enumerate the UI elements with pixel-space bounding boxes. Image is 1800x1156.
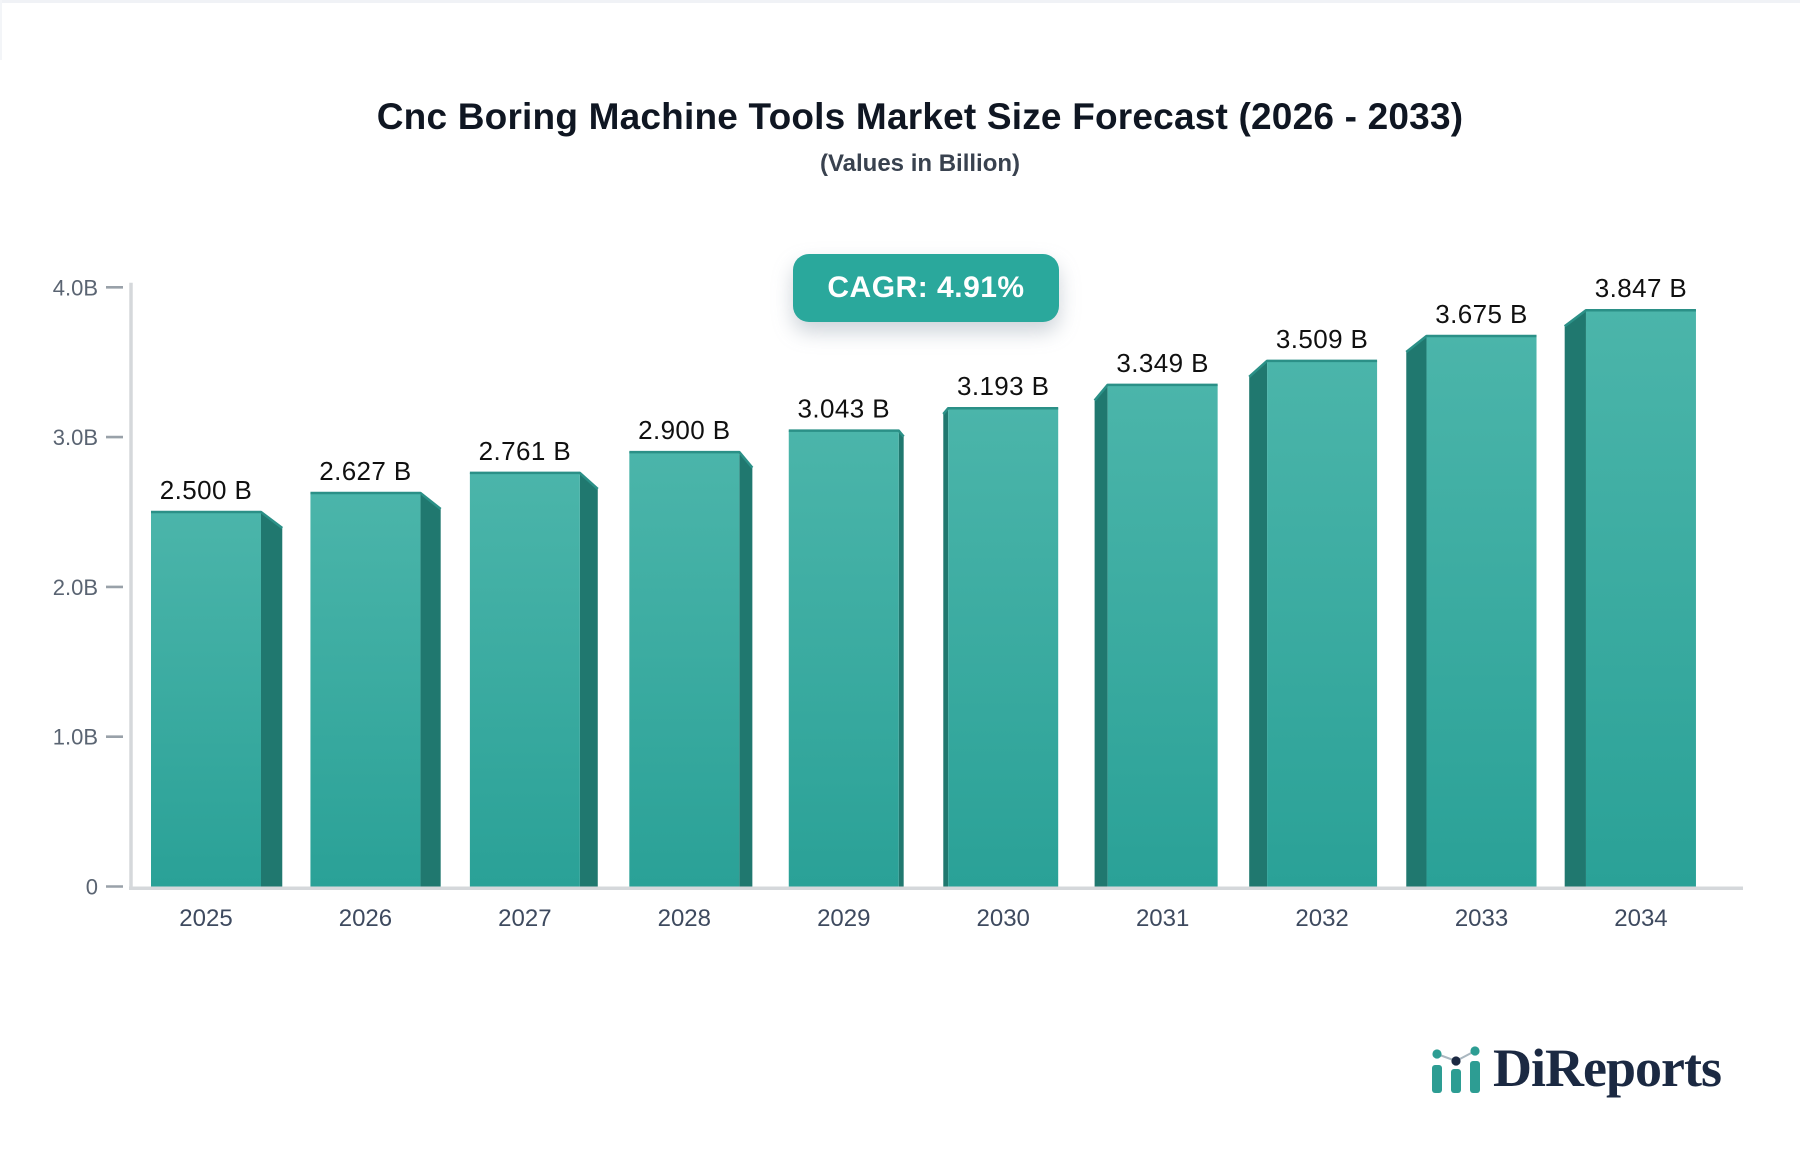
page-top-edge — [0, 0, 1800, 3]
bar-2032: 3.509 B — [1248, 324, 1378, 887]
page-left-edge — [0, 0, 2, 60]
x-axis-label-2032: 2032 — [1295, 905, 1348, 932]
x-axis-label-2026: 2026 — [339, 905, 392, 932]
chart-subtitle: (Values in Billion) — [819, 150, 1021, 177]
y-axis-tick-0: 0 — [86, 875, 123, 900]
y-axis-label: 1.0B — [53, 725, 98, 750]
logo-dot-left — [1432, 1049, 1442, 1059]
bar-side-face — [739, 452, 753, 887]
bar-value-label: 3.349 B — [1116, 348, 1208, 378]
y-axis-label: 3.0B — [53, 425, 98, 450]
y-axis-tick-3.0B: 3.0B — [53, 425, 123, 450]
bar-2030: 3.193 B — [942, 371, 1059, 887]
bar-top-edge — [1248, 359, 1378, 378]
x-axis-label-2031: 2031 — [1136, 905, 1189, 932]
cagr-badge-label: CAGR: 4.91% — [827, 271, 1025, 304]
x-axis-label-2027: 2027 — [498, 905, 551, 932]
bar-value-label: 3.509 B — [1276, 324, 1368, 354]
bar-2033: 3.675 B — [1405, 299, 1537, 887]
y-axis-label: 0 — [86, 875, 98, 900]
x-axis-label-2025: 2025 — [179, 905, 232, 932]
bar-top-edge — [1405, 334, 1537, 353]
bar-side-face — [579, 472, 598, 887]
bar-top-edge — [151, 510, 284, 529]
bar-side-face — [1094, 384, 1108, 887]
bar-top-edge — [942, 406, 1059, 415]
bar-value-label: 3.847 B — [1595, 273, 1687, 303]
cagr-badge: CAGR: 4.91% — [793, 254, 1059, 322]
bar-top-edge — [1093, 383, 1218, 402]
bar-2031: 3.349 B — [1093, 348, 1218, 887]
bar-front-face — [1585, 310, 1696, 887]
direports-logo-icon — [1432, 1046, 1480, 1093]
logo-bar-middle — [1451, 1069, 1461, 1093]
x-axis-label-2034: 2034 — [1614, 905, 1667, 932]
bar-front-face — [1426, 335, 1537, 887]
y-axis-tick-2.0B: 2.0B — [53, 575, 123, 600]
bar-side-face — [1249, 360, 1268, 887]
bar-front-face — [151, 512, 261, 887]
x-axis-label-2028: 2028 — [658, 905, 711, 932]
logo-bar-right — [1470, 1061, 1480, 1093]
bar-value-label: 2.900 B — [638, 415, 730, 445]
y-axis-label: 4.0B — [53, 275, 98, 300]
bar-side-face — [898, 430, 904, 887]
bar-value-label: 3.043 B — [798, 394, 890, 424]
direports-logo-text: DiReports — [1493, 1038, 1722, 1098]
bar-value-label: 2.500 B — [160, 475, 252, 505]
bar-2028: 2.900 B — [629, 415, 754, 887]
bar-front-face — [788, 430, 899, 887]
y-axis-label: 2.0B — [53, 575, 98, 600]
chart-title: Cnc Boring Machine Tools Market Size For… — [376, 96, 1464, 137]
bar-side-face — [943, 408, 949, 887]
bar-value-label: 2.761 B — [479, 436, 571, 466]
bar-value-label: 3.193 B — [957, 371, 1049, 401]
y-axis-tick-1.0B: 1.0B — [53, 725, 123, 750]
direports-logo: DiReports — [1430, 1036, 1722, 1100]
x-axis-label-2030: 2030 — [977, 905, 1030, 932]
bar-2026: 2.627 B — [310, 456, 442, 887]
bar-2034: 3.847 B — [1563, 273, 1696, 887]
bar-2029: 3.043 B — [788, 394, 905, 887]
bar-front-face — [469, 472, 580, 887]
bar-front-face — [310, 492, 421, 887]
bar-front-face — [1267, 360, 1378, 887]
bar-front-face — [948, 408, 1059, 887]
bar-2027: 2.761 B — [469, 436, 599, 887]
bar-side-face — [1406, 335, 1427, 887]
bar-top-edge — [1563, 308, 1696, 328]
bar-top-edge — [788, 429, 905, 438]
bar-side-face — [420, 492, 441, 887]
bar-front-face — [629, 452, 740, 887]
logo-bar-left — [1432, 1065, 1442, 1093]
bar-top-edge — [469, 471, 599, 490]
bar-2025: 2.500 B — [151, 475, 284, 887]
bar-value-label: 2.627 B — [319, 456, 411, 486]
logo-dot-middle — [1451, 1056, 1461, 1066]
bar-side-face — [1564, 310, 1586, 887]
x-axis-label-2029: 2029 — [817, 905, 870, 932]
x-axis-label-2033: 2033 — [1455, 905, 1508, 932]
bar-value-label: 3.675 B — [1435, 299, 1527, 329]
bar-top-edge — [629, 450, 754, 469]
logo-dot-right — [1470, 1046, 1480, 1056]
y-axis-tick-4.0B: 4.0B — [53, 275, 123, 300]
bar-top-edge — [310, 491, 442, 510]
bar-front-face — [1107, 384, 1218, 887]
bar-side-face — [261, 512, 283, 887]
